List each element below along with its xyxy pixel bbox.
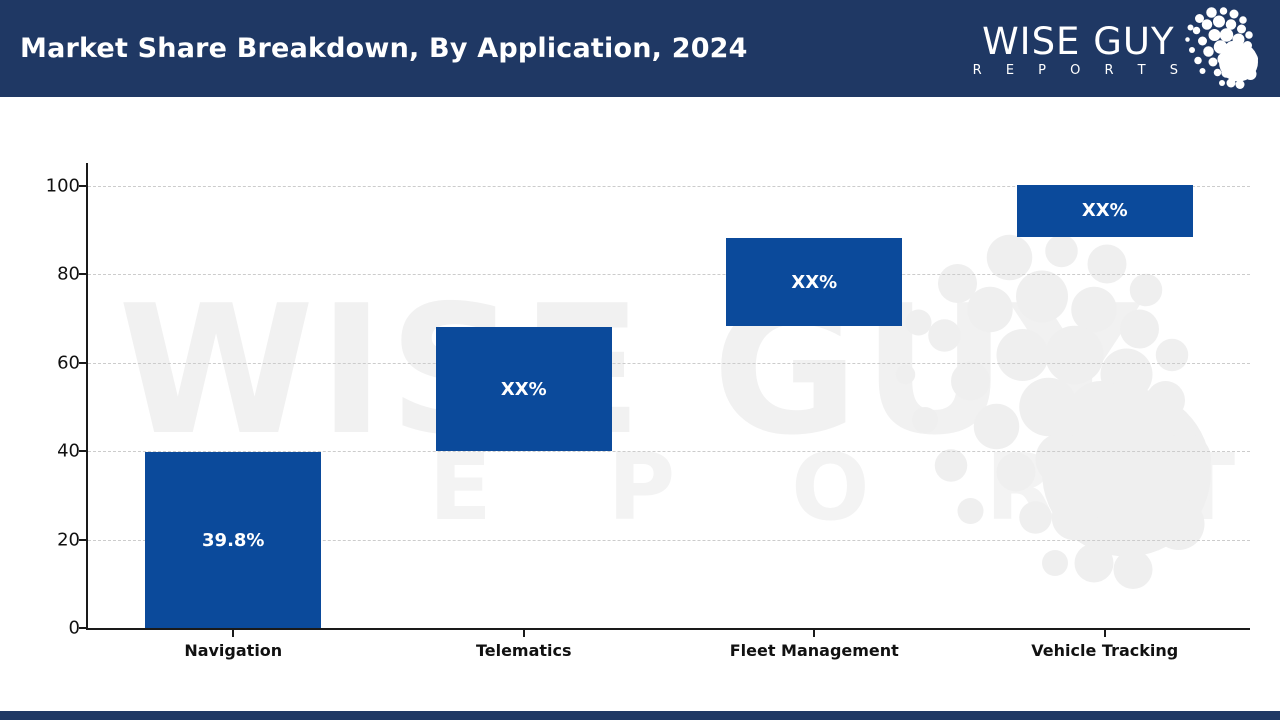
y-tick-label: 100	[45, 175, 80, 197]
bar-telematics: XX%	[435, 326, 612, 452]
x-tick-mark	[1103, 630, 1106, 637]
logo-subtitle: R E P O R T S	[972, 62, 1188, 78]
y-tick-mark	[79, 627, 86, 629]
y-tick-label: 40	[57, 440, 80, 462]
bar-value-label: XX%	[500, 378, 547, 400]
gridline	[88, 185, 1250, 187]
x-tick-mark	[232, 630, 235, 637]
gridline	[88, 539, 1250, 541]
x-axis-line	[86, 628, 1250, 630]
y-tick-label: 60	[57, 352, 80, 374]
logo-text: WISE GUY R E P O R T S	[969, 23, 1188, 78]
gridline	[88, 451, 1250, 453]
x-tick-mark	[813, 630, 816, 637]
x-tick-mark	[522, 630, 525, 637]
page-title: Market Share Breakdown, By Application, …	[20, 33, 748, 64]
chart-plot-area: 0 20 40 60 80 100 39.8% Navigation XX% Telematics…	[46, 163, 1250, 660]
gridline	[88, 274, 1250, 276]
y-tick-mark	[79, 361, 86, 364]
y-tick-mark	[79, 450, 86, 453]
bar-value-label: 39.8%	[202, 529, 265, 551]
y-tick-mark	[79, 538, 86, 541]
bar-value-label: XX%	[1081, 200, 1128, 222]
x-category-label: Vehicle Tracking	[1031, 641, 1179, 660]
watermark-face-dots-icon	[895, 234, 1211, 589]
bar-navigation: 39.8%	[145, 452, 322, 628]
x-category-label: Navigation	[184, 641, 283, 660]
y-tick-mark	[79, 184, 86, 187]
gridline	[88, 362, 1250, 364]
footer-bar	[0, 711, 1280, 720]
bar-value-label: XX%	[791, 271, 838, 293]
logo-wordmark: WISE GUY	[982, 19, 1175, 63]
y-tick-mark	[79, 273, 86, 276]
y-axis-line	[86, 163, 88, 630]
y-tick-label: 0	[68, 617, 80, 639]
y-tick-label: 80	[57, 263, 80, 285]
y-tick-label: 20	[57, 529, 80, 551]
x-category-label: Telematics	[475, 641, 572, 660]
bar-vehicle-tracking: XX%	[1016, 184, 1193, 237]
x-category-label: Fleet Management	[729, 641, 899, 660]
wise-guy-reports-logo: WISE GUY R E P O R T S	[969, 4, 1270, 96]
header-bar: Market Share Breakdown, By Application, …	[0, 0, 1280, 97]
bar-fleet-management: XX%	[726, 238, 903, 327]
logo-face-dots-icon	[1185, 7, 1258, 89]
